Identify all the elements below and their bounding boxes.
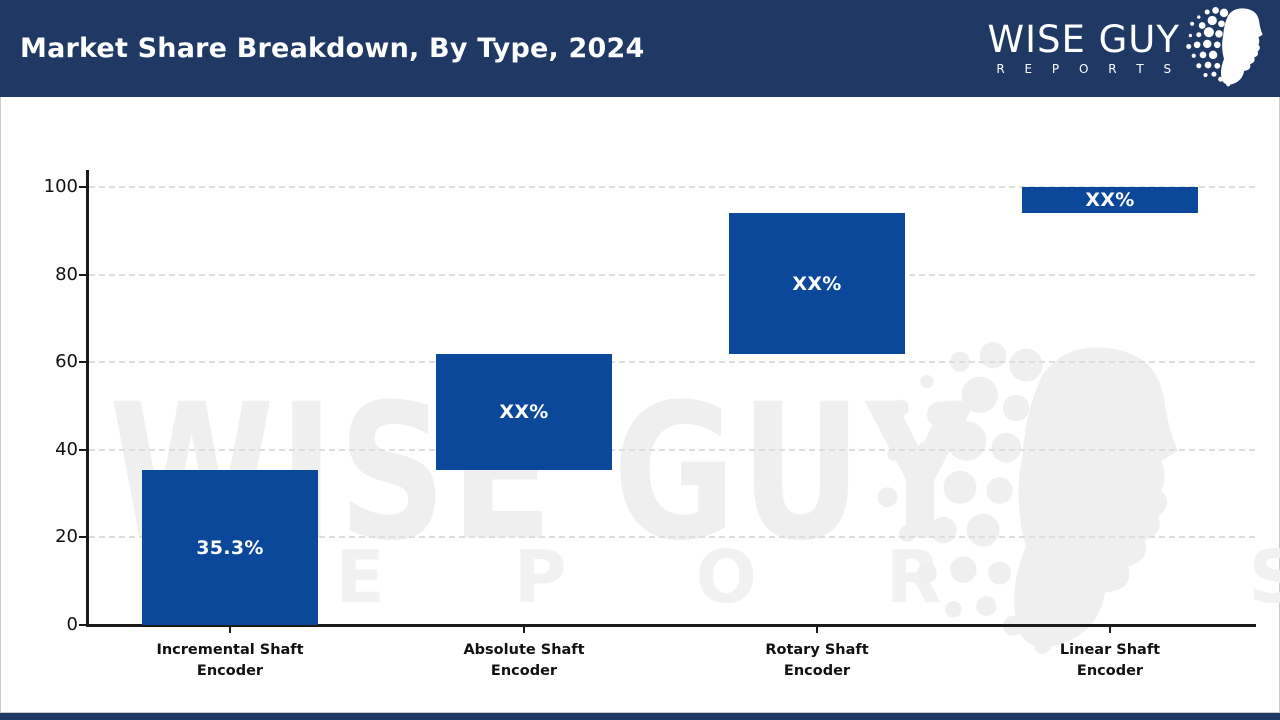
page-title: Market Share Breakdown, By Type, 2024 [20, 33, 645, 64]
gridline-60 [89, 361, 1255, 364]
y-tick-label-80: 80 [55, 263, 78, 285]
gridline-80 [89, 273, 1255, 276]
bar-segment-1: 35.3% [142, 470, 318, 625]
y-tick-label-100: 100 [43, 176, 78, 197]
x-category-label-1: Incremental Shaft Encoder [156, 642, 304, 680]
logo-wordmark: WISE GUY [987, 18, 1180, 61]
bar-value-label-3: XX% [792, 272, 842, 295]
x-category-label-2: Absolute Shaft Encoder [463, 642, 585, 680]
bar-segment-2: XX% [436, 353, 612, 471]
y-tick-80 [79, 273, 87, 276]
wise-guy-logo: WISE GUY R E P O R T S [988, 5, 1266, 93]
logo-subtitle: R E P O R T S [996, 62, 1180, 76]
y-tick-label-40: 40 [55, 438, 78, 460]
logo-face-icon [1186, 6, 1263, 86]
y-tick-label-0: 0 [66, 614, 78, 635]
y-tick-label-60: 60 [55, 351, 78, 373]
bar-value-label-1: 35.3% [196, 536, 264, 559]
x-tick-2 [523, 627, 525, 633]
bar-segment-4: XX% [1022, 187, 1198, 214]
logo-text: WISE GUY R E P O R T S [988, 21, 1180, 76]
gridline-100 [89, 186, 1255, 188]
gridline-20 [89, 536, 1255, 539]
bar-value-label-4: XX% [1085, 189, 1135, 212]
bar-value-label-2: XX% [499, 401, 549, 424]
y-tick-0 [79, 624, 87, 626]
gridline-40 [89, 448, 1255, 451]
y-axis-line [86, 170, 89, 627]
x-category-label-3: Rotary Shaft Encoder [765, 642, 869, 680]
bar-segment-3: XX% [729, 213, 905, 354]
x-axis-line [88, 624, 1256, 627]
x-tick-4 [1109, 627, 1111, 633]
header: Market Share Breakdown, By Type, 2024 WI… [0, 0, 1280, 97]
y-tick-40 [79, 448, 87, 451]
x-tick-1 [229, 627, 231, 633]
x-tick-3 [816, 627, 818, 633]
y-tick-20 [79, 536, 87, 539]
footer-bar [0, 713, 1280, 720]
x-category-label-4: Linear Shaft Encoder [1059, 642, 1161, 680]
y-tick-100 [79, 186, 87, 188]
y-tick-label-20: 20 [55, 526, 78, 548]
y-tick-60 [79, 361, 87, 364]
